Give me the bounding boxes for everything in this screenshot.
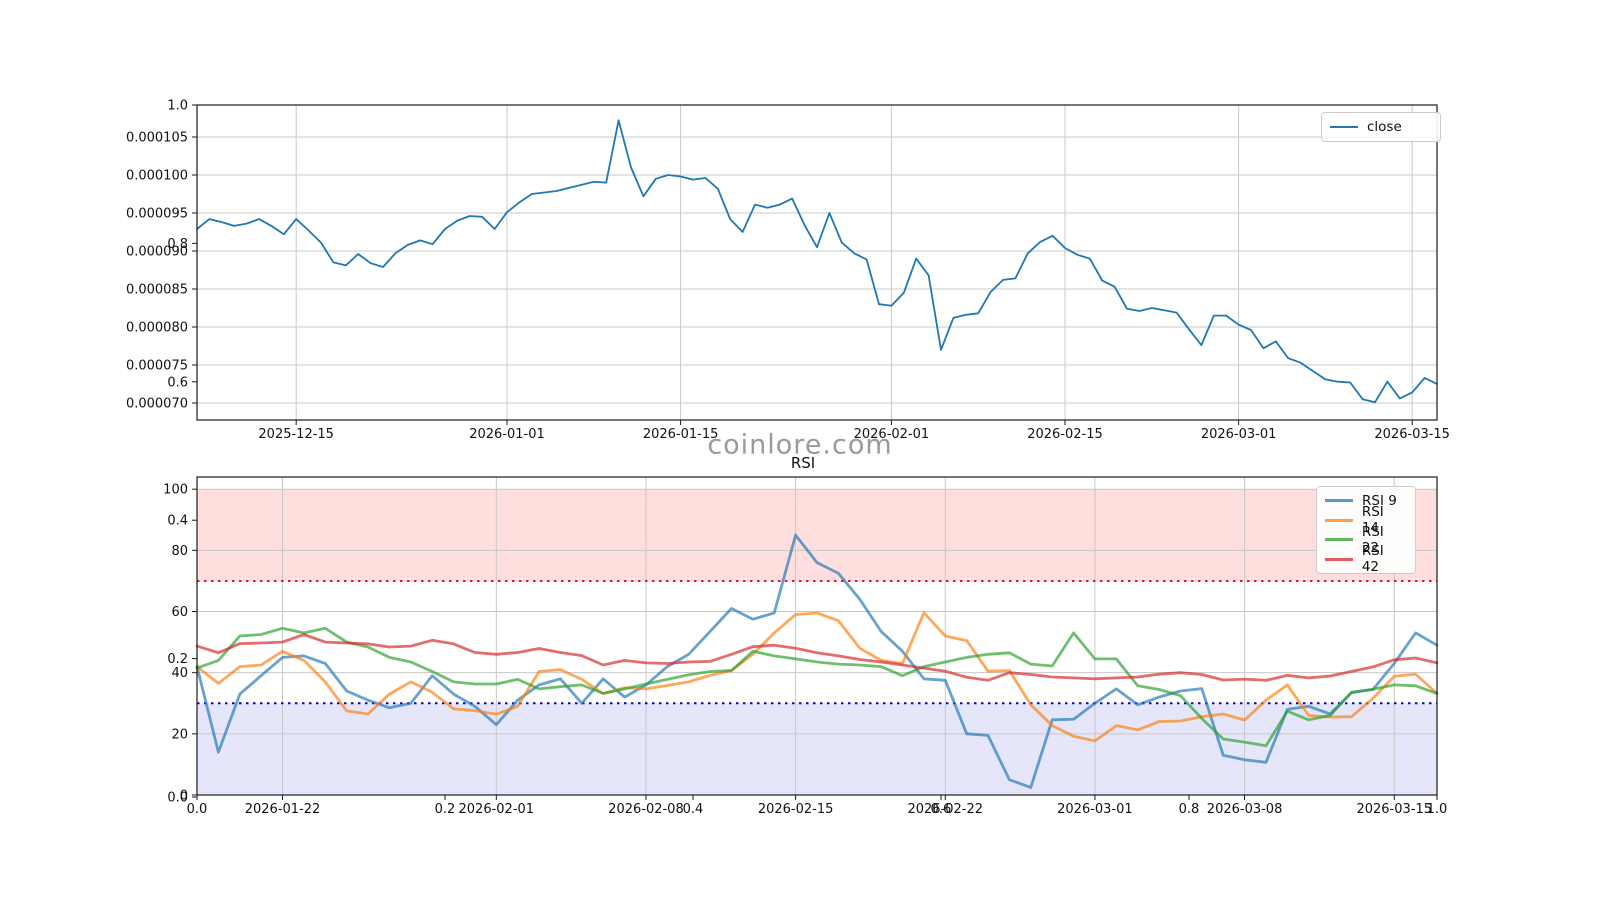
close-line-swatch — [1330, 125, 1358, 128]
rsi14-legend-label: RSI 14 — [1361, 504, 1384, 537]
rsi-xtick-label: 2026-02-01 — [459, 802, 535, 817]
price-ytick-label: 0.000100 — [126, 169, 188, 184]
overlay-xtick-label: 0.2 — [435, 802, 456, 817]
price-ytick-label: 0.000075 — [126, 359, 188, 374]
overlay-ytick-label: 0.8 — [167, 237, 188, 252]
price-xtick-label: 2025-12-15 — [258, 427, 334, 442]
rsi22-legend-label: RSI 22 — [1361, 523, 1384, 556]
rsi-ytick-label: 100 — [163, 483, 188, 498]
price-xtick-label: 2026-02-01 — [854, 427, 930, 442]
overlay-ytick-label: 1.0 — [167, 99, 188, 114]
rsi9-line-swatch — [1325, 499, 1353, 503]
rsi-axes-frame — [196, 476, 1438, 796]
price-xtick-label: 2026-01-01 — [469, 427, 545, 442]
rsi-xtick-label: 2026-02-22 — [907, 802, 983, 817]
rsi42-line-swatch — [1325, 557, 1353, 561]
close-price-line — [196, 119, 1438, 404]
price-xtick-label: 2026-02-15 — [1027, 427, 1103, 442]
price-ytick-label: 0.000095 — [126, 207, 188, 222]
rsi-legend-row: RSI 9 — [1325, 491, 1405, 511]
oversold-band — [197, 703, 1437, 795]
overlay-xtick-label: 0.4 — [683, 802, 704, 817]
price-xtick-label: 2026-01-15 — [643, 427, 719, 442]
rsi-xtick-label: 2026-03-15 — [1356, 802, 1432, 817]
rsi14-line — [195, 611, 1439, 743]
overlay-xtick-label: 0.6 — [931, 802, 952, 817]
price-ytick-label: 0.000090 — [126, 245, 188, 260]
rsi-legend-row: RSI 14 — [1325, 504, 1405, 536]
overbought-band — [197, 489, 1437, 581]
close-legend-label: close — [1367, 118, 1402, 135]
rsi22-line — [195, 626, 1439, 748]
rsi-ytick-label: 60 — [171, 605, 188, 620]
rsi-ytick-label: 20 — [171, 727, 188, 742]
price-ytick-label: 0.000070 — [126, 397, 188, 412]
price-ytick-label: 0.000105 — [126, 131, 188, 146]
rsi-xtick-label: 2026-01-22 — [245, 802, 321, 817]
overlay-ytick-label: 0.4 — [167, 514, 188, 529]
rsi-ytick-label: 0 — [180, 789, 188, 804]
rsi9-legend-label: RSI 9 — [1362, 492, 1397, 509]
rsi-legend-row: RSI 42 — [1325, 543, 1405, 575]
rsi-ytick-label: 80 — [171, 544, 188, 559]
rsi-xtick-label: 2026-03-08 — [1207, 802, 1283, 817]
rsi-legend: RSI 9 RSI 14 RSI 22 RSI 42 — [1316, 486, 1416, 575]
price-legend: close — [1321, 112, 1441, 142]
overlay-ytick-label: 0.0 — [167, 791, 188, 806]
overlay-xtick-label: 1.0 — [1427, 802, 1448, 817]
price-legend-row: close — [1330, 117, 1430, 137]
overlay-xtick-label: 0.8 — [1179, 802, 1200, 817]
overlay-ytick-label: 0.2 — [167, 652, 188, 667]
rsi-xtick-label: 2026-02-15 — [758, 802, 834, 817]
price-axes-frame — [196, 104, 1438, 421]
rsi-xtick-label: 2026-02-08 — [608, 802, 684, 817]
price-ytick-label: 0.000080 — [126, 321, 188, 336]
price-xtick-label: 2026-03-15 — [1374, 427, 1450, 442]
rsi-ytick-label: 40 — [171, 666, 188, 681]
rsi-xtick-label: 2026-03-01 — [1057, 802, 1133, 817]
overlay-xtick-label: 0.0 — [187, 802, 208, 817]
rsi-chart-title: RSI — [790, 454, 816, 472]
rsi42-line — [195, 633, 1439, 682]
price-ytick-label: 0.000085 — [126, 283, 188, 298]
rsi14-line-swatch — [1325, 518, 1353, 522]
rsi42-legend-label: RSI 42 — [1361, 543, 1384, 576]
rsi22-line-swatch — [1325, 538, 1353, 542]
rsi9-line — [195, 533, 1439, 789]
watermark: coinlore.com — [707, 429, 893, 461]
rsi-legend-row: RSI 22 — [1325, 524, 1405, 556]
overlay-ytick-label: 0.6 — [167, 375, 188, 390]
price-xtick-label: 2026-03-01 — [1201, 427, 1277, 442]
